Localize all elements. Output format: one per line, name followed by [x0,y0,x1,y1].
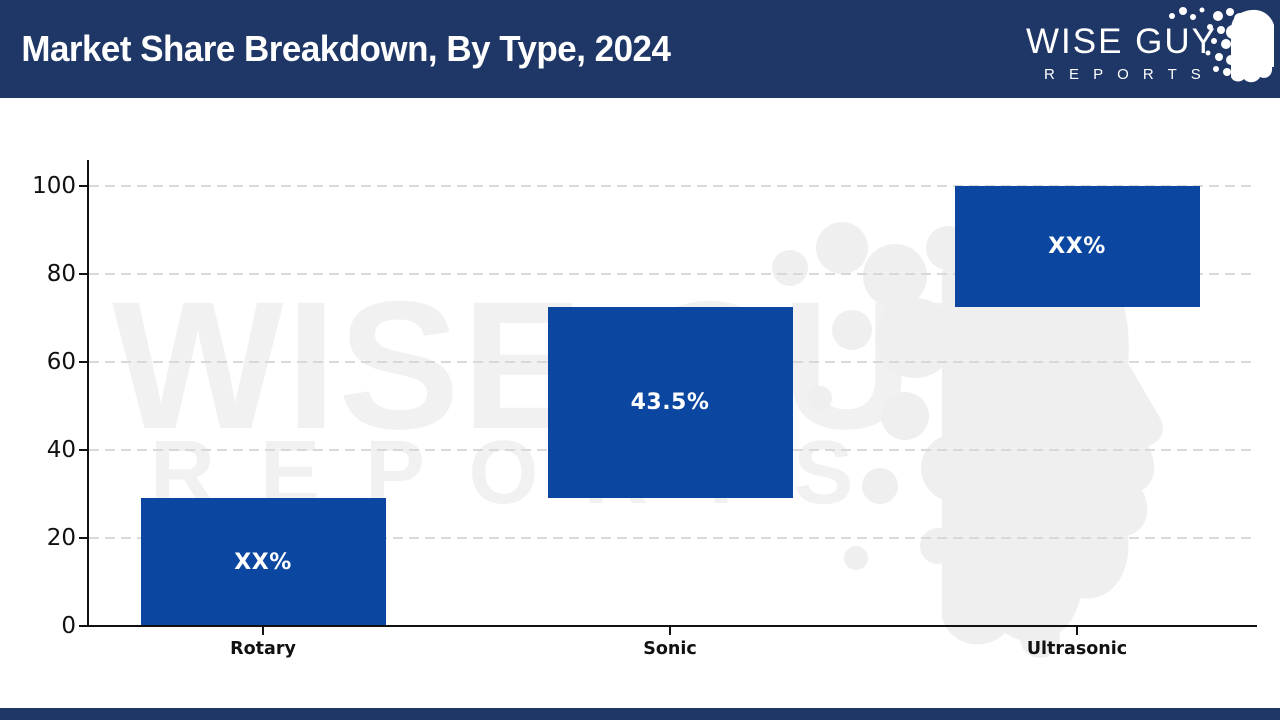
y-tick-label: 40 [46,436,76,463]
h-gridline [89,536,1257,539]
y-tick [79,272,88,275]
x-tick [669,627,671,635]
x-tick-label: Ultrasonic [1026,639,1128,659]
x-tick [1076,627,1078,635]
logo-wordmark: WISE GUY [1026,22,1217,61]
bar-value-label: XX% [1048,233,1106,259]
y-tick [79,536,88,539]
page-title: Market Share Breakdown, By Type, 2024 [21,28,671,69]
bar-sonic: 43.5% [547,306,793,499]
y-tick-label: 80 [46,260,76,287]
y-axis-line [87,160,89,627]
logo-face-icon [1169,7,1274,83]
bar-ultrasonic: XX% [954,185,1200,307]
footer-bar [0,708,1280,720]
x-tick-label: Rotary [230,639,296,659]
x-axis-line [87,625,1257,627]
chart-area: WISE GUY R E P O R T S 0 20 40 60 80 100 Rotar… [0,98,1280,708]
bar-value-label: 43.5% [630,389,710,415]
bar-rotary: XX% [140,498,386,626]
y-tick-label: 20 [46,524,76,551]
bar-value-label: XX% [234,549,292,575]
y-tick-label: 0 [61,613,76,639]
y-tick [79,184,88,187]
h-gridline [89,184,1257,187]
x-tick-label: Sonic [643,639,697,659]
wise-guy-reports-logo: WISE GUY R E P O R T S [1026,7,1274,83]
y-tick [79,625,88,627]
header-bar: Market Share Breakdown, By Type, 2024 WI… [0,0,1280,98]
y-tick [79,448,88,451]
y-tick-label: 100 [32,172,76,199]
x-tick [262,627,264,635]
y-tick-label: 60 [46,348,76,375]
y-tick [79,360,88,363]
h-gridline [89,272,1257,275]
logo-subtitle: R E P O R T S [1044,66,1206,83]
